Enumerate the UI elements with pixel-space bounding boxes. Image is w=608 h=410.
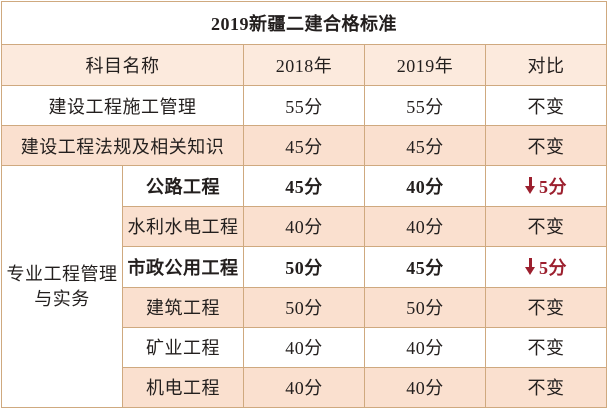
score-2019-cell: 55分 — [364, 84, 486, 127]
comparison-cell: 5分 — [485, 245, 607, 288]
score-2018-cell: 40分 — [243, 326, 365, 368]
subject-name-cell: 机电工程 — [122, 366, 244, 409]
table-header-row: 科目名称 2018年 2019年 对比 — [1, 44, 607, 86]
column-header-compare: 对比 — [485, 44, 607, 86]
comparison-cell: 不变 — [485, 366, 607, 409]
score-2019-cell: 45分 — [364, 245, 486, 288]
table-row: 建筑工程 50分 50分 不变 — [2, 286, 607, 328]
subject-name-cell: 水利水电工程 — [122, 205, 244, 247]
delta-value: 5分 — [539, 176, 567, 197]
score-2019-cell: 40分 — [364, 326, 486, 368]
score-2018-cell: 45分 — [243, 165, 365, 207]
subject-name-cell: 建设工程施工管理 — [1, 84, 244, 127]
subject-name-cell: 公路工程 — [122, 165, 244, 207]
score-2018-cell: 40分 — [243, 366, 365, 409]
table-row: 机电工程 40分 40分 不变 — [2, 366, 607, 409]
score-2018-cell: 50分 — [243, 245, 365, 288]
score-2018-cell: 40分 — [243, 205, 365, 247]
arrow-down-icon — [525, 258, 536, 276]
title-row: 2019新疆二建合格标准 — [1, 1, 607, 45]
table-row: 市政公用工程 50分 45分 5分 — [2, 245, 607, 288]
subject-name-cell: 建筑工程 — [122, 286, 244, 328]
delta-value: 5分 — [539, 257, 567, 278]
page-title: 2019新疆二建合格标准 — [1, 1, 607, 45]
decrease-indicator: 5分 — [525, 254, 567, 280]
subject-name-cell: 建设工程法规及相关知识 — [1, 125, 244, 167]
score-2019-cell: 45分 — [364, 125, 486, 167]
comparison-cell: 不变 — [485, 125, 607, 167]
table-row: 矿业工程 40分 40分 不变 — [2, 326, 607, 368]
score-2019-cell: 40分 — [364, 165, 486, 207]
subject-name-cell: 市政公用工程 — [122, 245, 244, 288]
table-row: 建设工程施工管理 55分 55分 不变 — [1, 84, 607, 127]
column-header-subject: 科目名称 — [1, 44, 244, 86]
table-row: 水利水电工程 40分 40分 不变 — [2, 205, 607, 247]
table-row: 建设工程法规及相关知识 45分 45分 不变 — [1, 125, 607, 167]
score-2018-cell: 55分 — [243, 84, 365, 127]
score-2018-cell: 50分 — [243, 286, 365, 328]
table-row: 专业工程管理与实务 公路工程 45分 40分 5分 — [1, 165, 607, 408]
comparison-cell: 不变 — [485, 84, 607, 127]
score-2019-cell: 40分 — [364, 366, 486, 409]
subject-name-cell: 矿业工程 — [122, 326, 244, 368]
subject-group-label: 专业工程管理与实务 — [1, 165, 123, 408]
score-2019-cell: 40分 — [364, 205, 486, 247]
column-header-2019: 2019年 — [364, 44, 486, 86]
comparison-cell: 5分 — [485, 165, 607, 207]
column-header-2018: 2018年 — [243, 44, 365, 86]
decrease-indicator: 5分 — [525, 173, 567, 199]
comparison-cell: 不变 — [485, 326, 607, 368]
comparison-cell: 不变 — [485, 286, 607, 328]
arrow-down-icon — [525, 177, 536, 195]
comparison-cell: 不变 — [485, 205, 607, 247]
score-2018-cell: 45分 — [243, 125, 365, 167]
score-2019-cell: 50分 — [364, 286, 486, 328]
